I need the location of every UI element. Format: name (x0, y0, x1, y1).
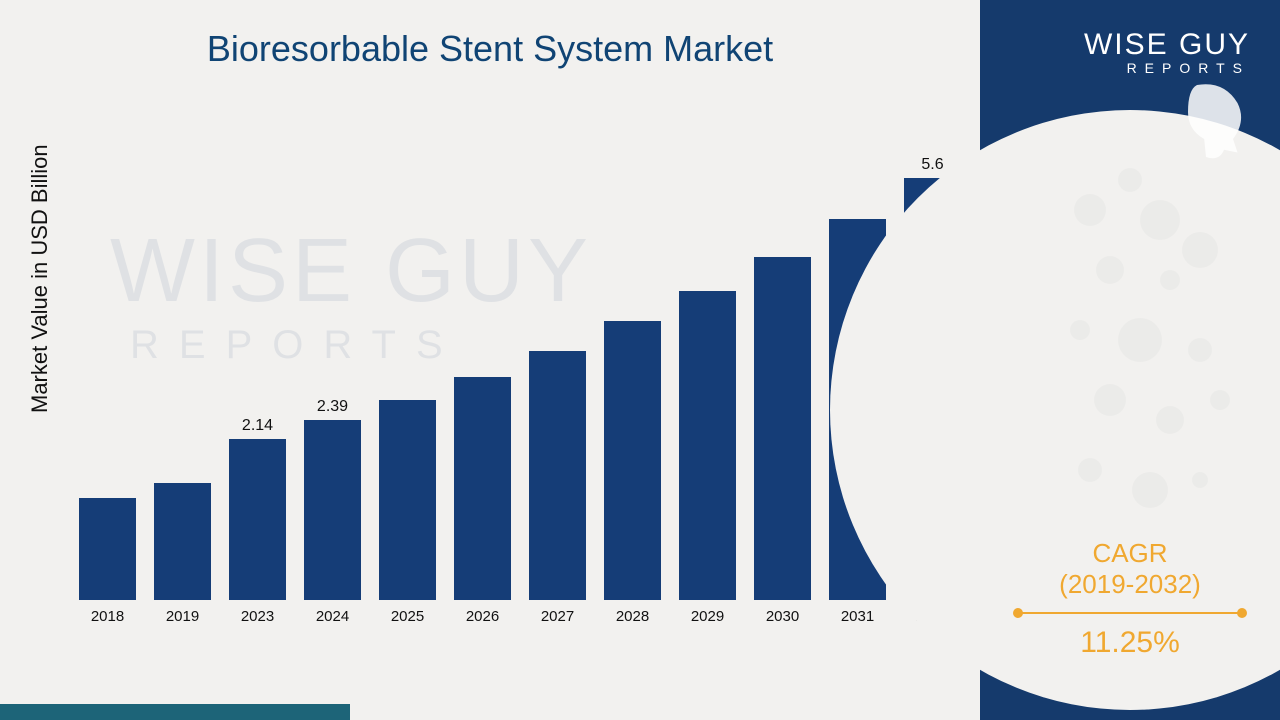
bar (79, 498, 136, 600)
cagr-divider (1018, 612, 1242, 614)
brand-logo: WISE GUY REPORTS (1084, 28, 1250, 76)
bar (754, 257, 811, 600)
main-panel: Bioresorbable Stent System Market Market… (0, 0, 980, 720)
bar (304, 420, 361, 600)
bar-group: 2025 (379, 400, 436, 600)
y-axis-label: Market Value in USD Billion (27, 144, 53, 413)
x-tick-label: 2029 (679, 608, 736, 625)
bar-value-label: 2.39 (304, 398, 361, 416)
cagr-value: 11.25% (1010, 626, 1250, 660)
x-tick-label: 2027 (529, 608, 586, 625)
bar-group: 2029 (679, 291, 736, 600)
bar (454, 377, 511, 600)
cagr-label-text: CAGR (1092, 538, 1167, 568)
x-tick-label: 2030 (754, 608, 811, 625)
bar (529, 351, 586, 600)
logo-line1: WISE GUY (1084, 28, 1250, 62)
cagr-block: CAGR (2019-2032) 11.25% (1010, 538, 1250, 660)
bar-value-label: 2.14 (229, 417, 286, 435)
head-dots-graphic (1050, 150, 1250, 550)
x-tick-label: 2031 (829, 608, 886, 625)
cagr-label: CAGR (2019-2032) (1010, 538, 1250, 600)
bar (154, 483, 211, 600)
x-tick-label: 2018 (79, 608, 136, 625)
bar-group: 2028 (604, 321, 661, 600)
x-tick-label: 2024 (304, 608, 361, 625)
bottom-accent-bar (0, 704, 350, 720)
bar-group: 2030 (754, 257, 811, 600)
x-tick-label: 2019 (154, 608, 211, 625)
bar-group: 2027 (529, 351, 586, 600)
bar-group: 2018 (79, 498, 136, 600)
chart-title: Bioresorbable Stent System Market (207, 28, 773, 70)
bar-group: 2.142023 (229, 439, 286, 600)
cagr-period: (2019-2032) (1059, 569, 1201, 599)
bar-group: 2.392024 (304, 420, 361, 600)
bar-group: 2026 (454, 377, 511, 600)
sidebar-panel: WISE GUY REPORTS CAGR (2019-2032) 11.25% (980, 0, 1280, 720)
bar (604, 321, 661, 600)
bar-group: 2019 (154, 483, 211, 600)
x-tick-label: 2026 (454, 608, 511, 625)
bar (379, 400, 436, 600)
bar (229, 439, 286, 600)
x-tick-label: 2023 (229, 608, 286, 625)
bar (679, 291, 736, 600)
x-tick-label: 2025 (379, 608, 436, 625)
logo-line2: REPORTS (1084, 60, 1250, 76)
x-tick-label: 2028 (604, 608, 661, 625)
head-icon (1170, 76, 1260, 166)
